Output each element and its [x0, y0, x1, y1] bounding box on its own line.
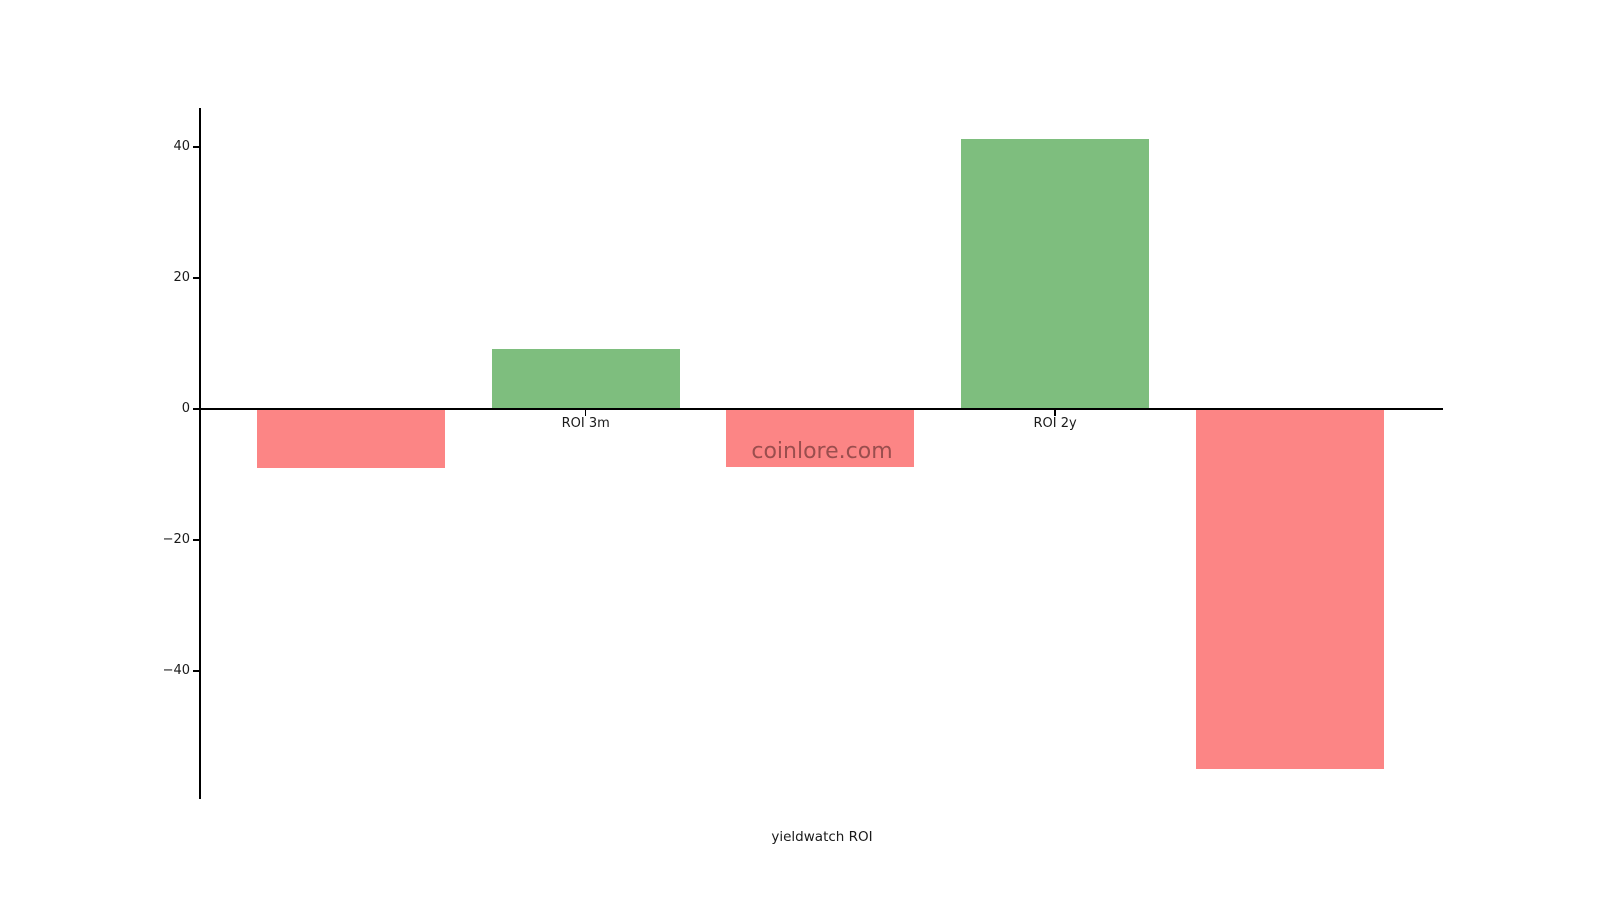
- y-axis-tick: [193, 670, 200, 672]
- chart-bar: [726, 410, 915, 467]
- chart-bar: [257, 410, 445, 469]
- chart-bar: [491, 348, 680, 409]
- x-axis-zero-line: [200, 408, 1443, 410]
- y-axis-tick: [193, 539, 200, 541]
- x-axis-tick-label: ROI 2y: [1033, 416, 1077, 431]
- x-axis-title: yieldwatch ROI: [771, 829, 873, 845]
- chart-bar: [961, 139, 1150, 409]
- y-axis-tick: [193, 146, 200, 148]
- y-axis-tick-label: 0: [181, 401, 190, 416]
- y-axis-tick: [193, 408, 200, 410]
- y-axis-tick-label: 40: [173, 138, 190, 154]
- x-axis-tick-label: ROI 3m: [561, 416, 610, 431]
- y-axis-line: [199, 108, 201, 799]
- x-axis-tick: [1054, 410, 1056, 416]
- y-axis-tick-label: −20: [162, 532, 190, 548]
- y-axis-tick: [193, 277, 200, 279]
- y-axis-tick-label: −40: [162, 663, 190, 679]
- y-axis-tick-label: 20: [173, 269, 190, 285]
- chart-bar: [1195, 410, 1384, 770]
- x-axis-tick: [585, 410, 587, 416]
- watermark-text: coinlore.com: [751, 439, 893, 464]
